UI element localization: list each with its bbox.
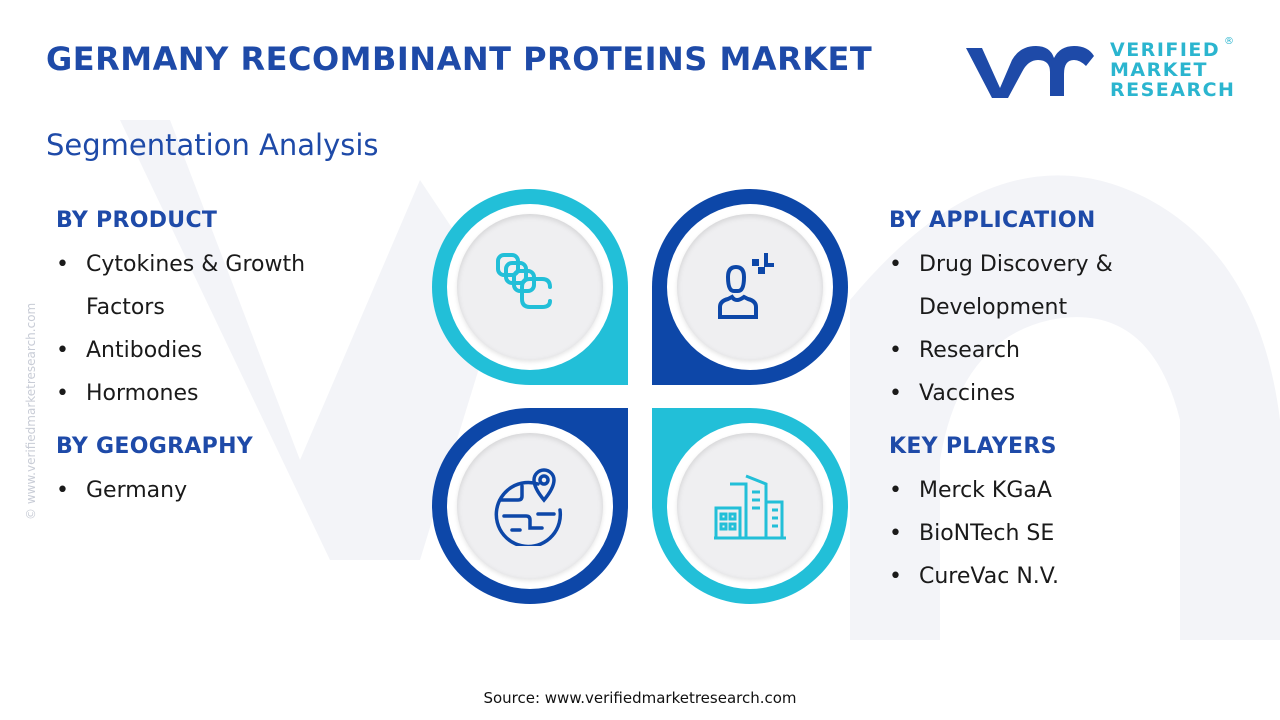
heading-by-product: BY PRODUCT xyxy=(56,208,218,233)
product-list: Cytokines & Growth Factors Antibodies Ho… xyxy=(56,243,356,415)
heading-by-geography: BY GEOGRAPHY xyxy=(56,434,254,459)
source-footer: Source: www.verifiedmarketresearch.com xyxy=(483,689,797,707)
list-item: Merck KGaA xyxy=(889,469,1189,512)
petal-geography xyxy=(432,408,628,604)
list-item: CureVac N.V. xyxy=(889,555,1189,598)
side-watermark: © www.verifiedmarketresearch.com xyxy=(24,302,38,520)
page-title: GERMANY RECOMBINANT PROTEINS MARKET xyxy=(46,40,873,78)
logo-text: VERIFIED MARKET RESEARCH xyxy=(1110,39,1236,101)
list-item: BioNTech SE xyxy=(889,512,1189,555)
petal-key-players xyxy=(652,408,848,604)
list-item: Germany xyxy=(56,469,356,512)
list-item: Antibodies xyxy=(56,329,356,372)
players-list: Merck KGaA BioNTech SE CureVac N.V. xyxy=(889,469,1189,598)
researcher-icon xyxy=(718,253,774,319)
petal-product xyxy=(432,189,628,385)
buildings-icon xyxy=(714,474,786,540)
list-item: Research xyxy=(889,329,1159,372)
protein-chain-icon xyxy=(496,253,552,309)
company-logo: VERIFIED MARKET RESEARCH ® xyxy=(962,36,1236,104)
list-item: Vaccines xyxy=(889,372,1159,415)
page-subtitle: Segmentation Analysis xyxy=(46,128,379,162)
globe-location-icon xyxy=(494,468,563,546)
list-item: Drug Discovery & Development xyxy=(889,243,1159,329)
geography-list: Germany xyxy=(56,469,356,512)
vmr-logo-icon xyxy=(966,46,1094,98)
list-item: Hormones xyxy=(56,372,356,415)
list-item: Cytokines & Growth Factors xyxy=(56,243,356,329)
petal-application xyxy=(652,189,848,385)
application-list: Drug Discovery & Development Research Va… xyxy=(889,243,1159,415)
heading-by-application: BY APPLICATION xyxy=(889,208,1096,233)
heading-key-players: KEY PLAYERS xyxy=(889,434,1057,459)
